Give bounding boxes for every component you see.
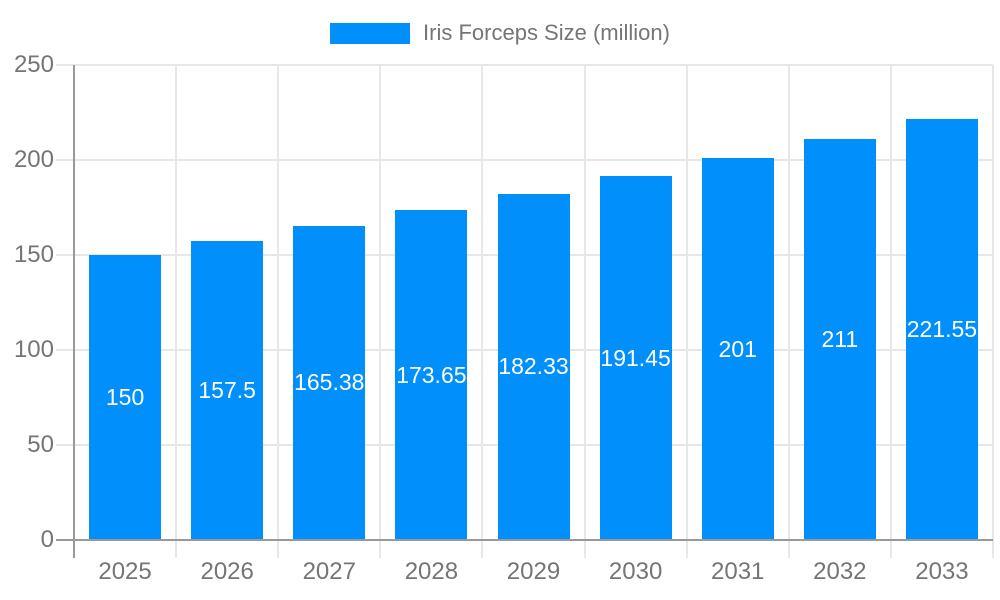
bar: 221.55	[905, 119, 978, 540]
plot-area: 150 2025 157.5 2026 165.38 2027 173.65 2028 182.…	[56, 64, 994, 585]
x-tick-label: 2026	[200, 558, 254, 585]
gridline-vertical	[889, 65, 892, 558]
x-tick-label: 2033	[915, 558, 969, 585]
bar: 211	[803, 139, 876, 540]
x-axis-line	[56, 539, 993, 541]
bar: 150	[89, 255, 162, 540]
bar-value-label: 173.65	[396, 361, 467, 388]
bar: 173.65	[395, 210, 468, 540]
bar-value-label: 165.38	[294, 369, 365, 396]
x-tick-label: 2028	[404, 558, 459, 585]
legend-label: Iris Forceps Size (million)	[423, 20, 670, 45]
bar-value-label: 150	[105, 384, 145, 410]
y-axis-line	[73, 65, 75, 558]
bar: 201	[701, 158, 774, 540]
gridline-vertical	[175, 65, 178, 558]
gridline-vertical	[992, 65, 994, 558]
gridline-vertical	[481, 65, 484, 558]
y-tick-label: 0	[40, 526, 54, 553]
bar-value-label: 221.55	[906, 316, 978, 343]
legend-color-swatch-icon	[330, 22, 411, 44]
gridline-horizontal	[56, 64, 993, 66]
gridline-vertical	[787, 65, 790, 558]
gridline-horizontal	[56, 159, 993, 161]
y-tick-label: 100	[13, 336, 54, 363]
x-tick-label: 2032	[813, 558, 867, 585]
x-tick-label: 2027	[302, 558, 356, 585]
gridline-vertical	[583, 65, 586, 558]
bar: 191.45	[599, 176, 672, 540]
x-tick-label: 2030	[608, 558, 663, 585]
bar: 182.33	[497, 193, 570, 540]
y-tick-label: 200	[13, 146, 54, 173]
bar: 157.5	[191, 240, 264, 540]
bar-value-label: 211	[821, 326, 859, 353]
y-tick-label: 150	[13, 241, 54, 268]
y-tick-label: 50	[27, 431, 54, 458]
gridline-vertical	[379, 65, 382, 558]
legend-item[interactable]: Iris Forceps Size (million)	[330, 20, 670, 46]
bar: 165.38	[293, 225, 366, 540]
x-tick-label: 2025	[98, 558, 152, 585]
bar-value-label: 191.45	[600, 344, 671, 371]
bar-value-label: 182.33	[498, 353, 569, 380]
gridline-vertical	[685, 65, 688, 558]
gridline-vertical	[277, 65, 280, 558]
x-tick-label: 2029	[506, 558, 561, 585]
bar-value-label: 157.5	[198, 376, 256, 403]
bar-value-label: 201	[718, 335, 757, 362]
y-tick-label: 250	[13, 51, 54, 78]
x-tick-label: 2031	[711, 558, 765, 585]
